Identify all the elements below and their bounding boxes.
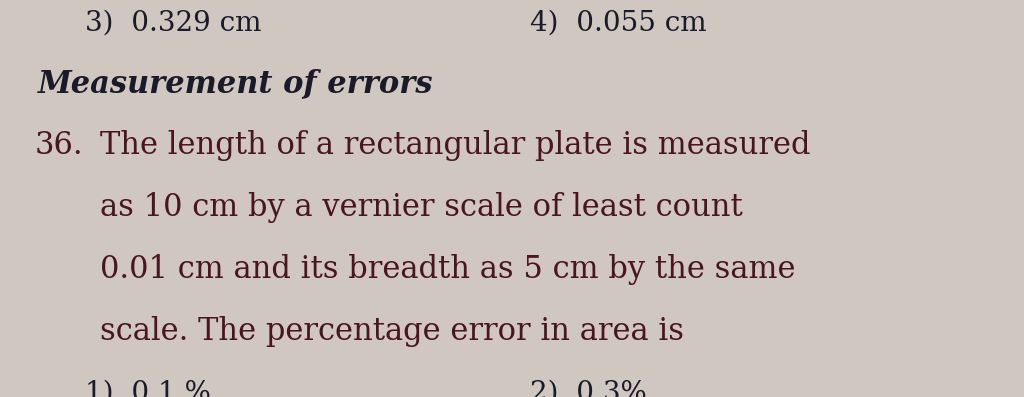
Text: 1)  0.1 %: 1) 0.1 % (85, 380, 211, 397)
Text: as 10 cm by a vernier scale of least count: as 10 cm by a vernier scale of least cou… (100, 192, 742, 223)
Text: The length of a rectangular plate is measured: The length of a rectangular plate is mea… (100, 130, 811, 161)
Text: Measurement of errors: Measurement of errors (38, 68, 433, 99)
Text: 3)  0.329 cm: 3) 0.329 cm (85, 10, 261, 37)
Text: 2)  0.3%: 2) 0.3% (530, 380, 647, 397)
Text: 36.: 36. (35, 130, 84, 161)
Text: scale. The percentage error in area is: scale. The percentage error in area is (100, 316, 684, 347)
Text: 0.01 cm and its breadth as 5 cm by the same: 0.01 cm and its breadth as 5 cm by the s… (100, 254, 796, 285)
Text: 4)  0.055 cm: 4) 0.055 cm (530, 10, 707, 37)
